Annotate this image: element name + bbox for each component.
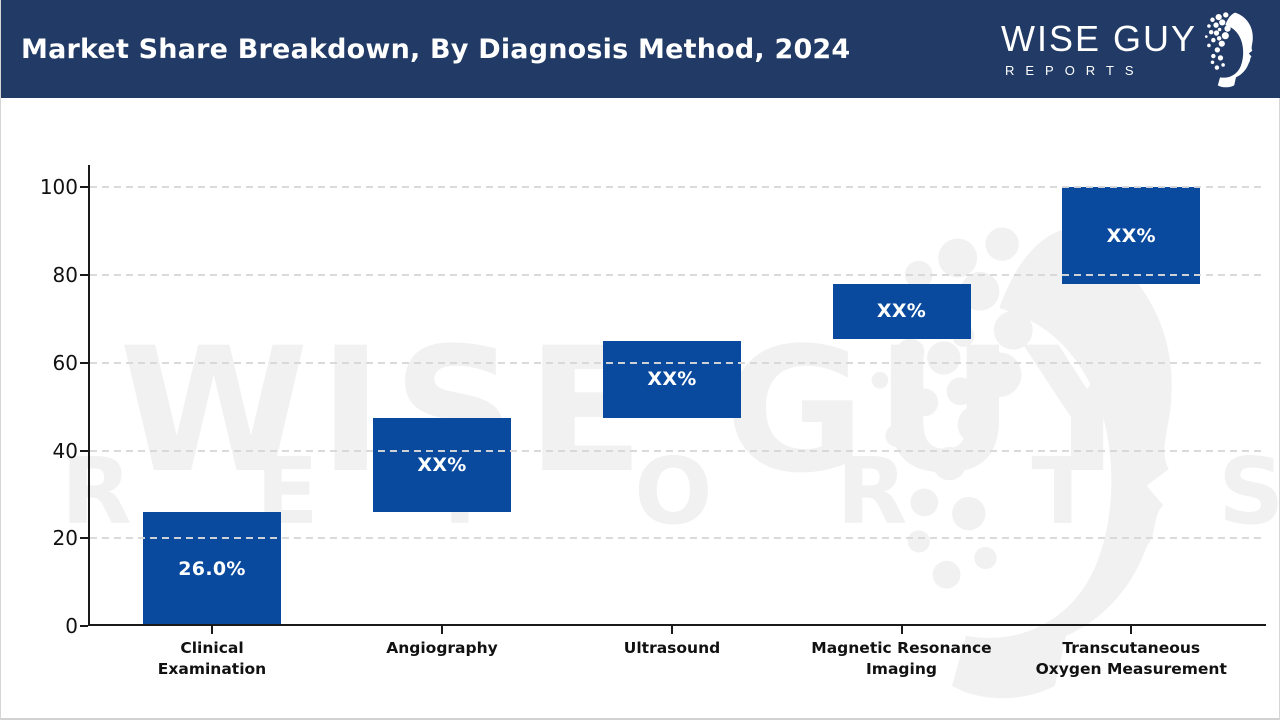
logo-text: WISE GUY REPORTS xyxy=(1000,17,1197,78)
bar: 26.0% xyxy=(143,511,281,626)
y-tick-label: 100 xyxy=(39,175,78,200)
bar: XX% xyxy=(1062,187,1201,284)
y-tick-label: 60 xyxy=(52,350,78,375)
dotted-head-icon xyxy=(1204,12,1253,88)
header-bar: Market Share Breakdown, By Diagnosis Met… xyxy=(1,0,1280,98)
category-label: Angiography xyxy=(386,639,498,657)
y-axis-line xyxy=(88,165,90,626)
x-axis-line xyxy=(88,624,1266,626)
x-axis-tick xyxy=(671,626,673,634)
y-axis-tick xyxy=(80,537,88,540)
y-axis-tick xyxy=(80,449,88,452)
category-label: Magnetic Resonance Imaging xyxy=(811,639,992,678)
y-axis-tick xyxy=(80,625,88,627)
bar: XX% xyxy=(603,340,741,418)
x-axis-tick xyxy=(211,626,213,634)
bar-value-label: XX% xyxy=(876,300,927,323)
gridline xyxy=(90,361,1265,364)
gridline xyxy=(90,186,1265,189)
y-axis-tick xyxy=(80,274,88,276)
bar-value-label: XX% xyxy=(417,453,467,476)
bar: XX% xyxy=(832,283,971,339)
gridline xyxy=(90,449,1265,452)
x-axis-tick xyxy=(1130,626,1133,634)
gridline xyxy=(90,537,1265,540)
chart-title: Market Share Breakdown, By Diagnosis Met… xyxy=(21,33,851,65)
gridline xyxy=(90,274,1265,276)
x-axis-tick xyxy=(900,626,903,634)
y-tick-label: 40 xyxy=(52,438,78,463)
category-label: Ultrasound xyxy=(623,639,721,657)
bar-value-label: 26.0% xyxy=(178,557,246,580)
chart-area: WISE GUY R E P O R T S 26.0% XX% XX% XX% XX%… xyxy=(1,98,1280,718)
wise-guy-reports-logo: WISE GUY REPORTS xyxy=(1001,9,1255,89)
y-tick-label: 80 xyxy=(52,263,78,287)
bar-value-label: XX% xyxy=(1106,224,1156,247)
bar: XX% xyxy=(373,417,511,512)
category-label: Clinical Examination xyxy=(157,639,267,678)
x-axis-tick xyxy=(441,626,443,634)
y-axis-tick xyxy=(80,186,88,189)
y-axis-tick xyxy=(80,361,88,364)
y-tick-label: 20 xyxy=(52,526,78,551)
y-tick-label: 0 xyxy=(65,614,78,638)
category-label: Transcutaneous Oxygen Measurement xyxy=(1035,639,1227,678)
logo-wordmark: WISE GUY xyxy=(1000,17,1197,59)
logo-subtitle: REPORTS xyxy=(1004,62,1145,78)
bar-value-label: XX% xyxy=(647,368,697,391)
